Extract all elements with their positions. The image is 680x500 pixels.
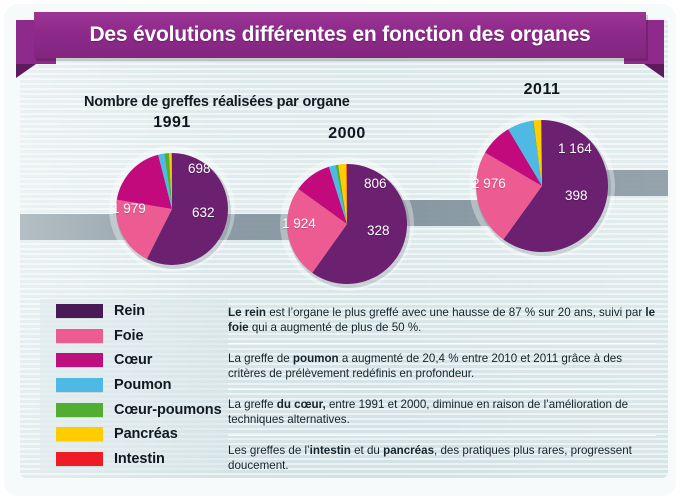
pie-value-label: 1 164 [558, 141, 592, 156]
legend-item-foie[interactable]: Foie [40, 324, 228, 349]
pie-value-label: 2 976 [472, 176, 506, 191]
legend-item-label: Foie [114, 327, 144, 344]
pie-slice-intestin [540, 120, 542, 186]
pie-slice-c-ur-poumons [164, 153, 172, 209]
legend-item-c-ur[interactable]: Cœur [40, 348, 228, 373]
chart-subtitle: Nombre de greffes réalisées par organe [84, 94, 350, 110]
note-paragraph: Le rein est l’organe le plus greffé avec… [228, 301, 656, 343]
page-title: Des évolutions différentes en fonction d… [89, 23, 591, 46]
note-text: Les greffes de l’ [228, 444, 310, 457]
note-text: entre 1991 et 2000, diminue en raison de… [228, 398, 629, 426]
note-text: est l’organe le plus greffé avec une hau… [266, 306, 646, 319]
pie-slice-c-ur-poumons [532, 120, 542, 186]
legend-item-label: Cœur [114, 352, 153, 369]
pie-slice-pancr-as [338, 164, 347, 224]
legend-item-label: Rein [114, 303, 146, 320]
pie-slice-rein [312, 164, 407, 284]
pie-value-label: 806 [364, 176, 387, 191]
pie-slice-rein [146, 153, 228, 265]
legend-item-poumon[interactable]: Poumon [40, 373, 228, 398]
pie-slice-pancr-as [169, 153, 172, 209]
legend-swatch [56, 402, 103, 417]
pie-value-label: 632 [192, 205, 215, 220]
pie-svg-2000 [280, 157, 414, 291]
note-paragraph: La greffe du cœur, entre 1991 et 2000, d… [228, 389, 656, 435]
ribbon-body: Des évolutions différentes en fonction d… [34, 12, 646, 58]
notes-panel: Le rein est l’organe le plus greffé avec… [228, 301, 656, 478]
pie-chart-1991: 1991 1 979 698 632 [107, 114, 237, 274]
pie-chart-2000: 2000 1 924 806 328 [278, 125, 416, 293]
note-emphasis: intestin [309, 444, 351, 457]
pie-value-label: 398 [565, 188, 588, 203]
pie-slice-c-ur [116, 154, 172, 209]
note-text: La greffe de [228, 352, 293, 365]
pie-slice-intestin [346, 164, 347, 224]
legend-item-label: Cœur-poumons [114, 401, 222, 418]
pie-slice-foie [116, 199, 172, 260]
note-emphasis: du cœur, [276, 398, 326, 411]
legend-item-c-ur-poumons[interactable]: Cœur-poumons [40, 397, 228, 422]
pie-value-label: 328 [367, 223, 390, 238]
note-text: qui a augmenté de plus de 50 %. [248, 321, 422, 334]
pie-year-label: 2011 [523, 81, 561, 98]
pie-slice-c-ur [298, 166, 347, 224]
pie-slice-foie [476, 152, 542, 240]
pie-slice-c-ur-poumons [335, 164, 347, 224]
note-text: et du [350, 444, 384, 457]
legend-item-label: Intestin [114, 450, 165, 467]
note-text: , des pratiques plus rares, progressent … [228, 444, 632, 472]
pie-year-label: 2000 [328, 125, 366, 142]
pie-slice-poumon [158, 153, 172, 209]
legend: Rein Foie Cœur Poumon Cœur-poumons Pancréas In… [40, 299, 228, 471]
pie-year-label: 1991 [153, 114, 191, 131]
pie-slice-pancr-as [533, 120, 542, 186]
legend-item-label: Poumon [114, 377, 172, 394]
legend-swatch [56, 451, 103, 466]
pie-value-label: 1 979 [112, 201, 146, 216]
pie-value-label: 698 [188, 161, 211, 176]
legend-item-rein[interactable]: Rein [40, 299, 228, 324]
pie-svg-2011 [469, 113, 615, 259]
infographic-stage: Nombre de greffes réalisées par organe 1… [20, 18, 668, 478]
note-emphasis: pancréas [383, 444, 435, 457]
legend-swatch [56, 427, 103, 442]
note-text: La greffe [228, 398, 277, 411]
legend-swatch [56, 304, 103, 319]
note-emphasis: Le rein [228, 306, 267, 319]
pie-slice-rein [503, 120, 608, 252]
pie-svg-1991 [109, 146, 235, 272]
legend-swatch [56, 353, 103, 368]
title-ribbon: Des évolutions différentes en fonction d… [0, 12, 680, 78]
legend-swatch [56, 328, 103, 343]
pie-slice-c-ur [485, 129, 542, 186]
pie-slice-foie [287, 188, 347, 273]
note-paragraph: Les greffes de l’intestin et du pancréas… [228, 435, 656, 478]
note-paragraph: La greffe de poumon a augmenté de 20,4 %… [228, 343, 656, 389]
legend-swatch [56, 378, 103, 393]
legend-item-intestin[interactable]: Intestin [40, 447, 228, 472]
pie-slice-poumon [508, 120, 542, 186]
note-emphasis: poumon [292, 352, 339, 365]
legend-item-label: Pancréas [114, 426, 178, 443]
outer-frame: Nombre de greffes réalisées par organe 1… [4, 4, 676, 496]
pie-slice-poumon [328, 165, 347, 224]
note-text: a augmenté de 20,4 % entre 2010 et 2011 … [228, 352, 623, 380]
legend-item-pancr-as[interactable]: Pancréas [40, 422, 228, 447]
pie-value-label: 1 924 [282, 216, 316, 231]
note-emphasis: le foie [228, 306, 656, 334]
pie-chart-2011: 2011 2 976 1 164 398 [467, 81, 617, 261]
